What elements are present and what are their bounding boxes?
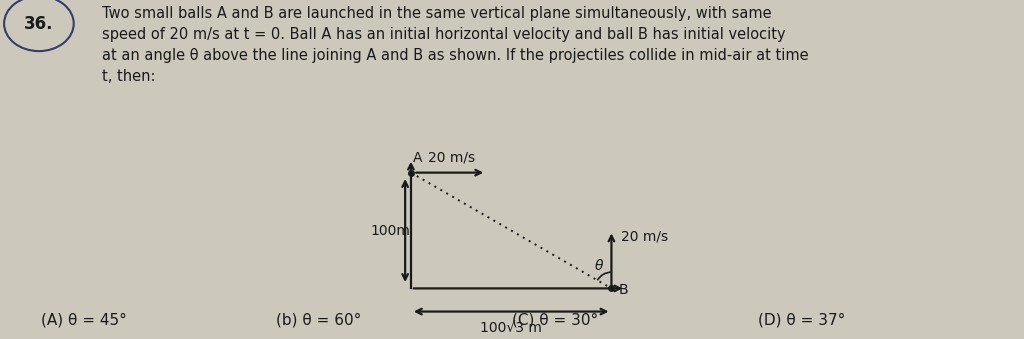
Text: Two small balls A and B are launched in the same vertical plane simultaneously, : Two small balls A and B are launched in … [102, 6, 809, 84]
Text: (A) θ = 45°: (A) θ = 45° [41, 313, 127, 328]
Text: (C) θ = 30°: (C) θ = 30° [512, 313, 598, 328]
Text: 20 m/s: 20 m/s [428, 151, 475, 164]
Text: 100m: 100m [370, 223, 410, 238]
Text: (b) θ = 60°: (b) θ = 60° [276, 313, 361, 328]
Text: θ: θ [595, 259, 603, 273]
Text: A: A [414, 151, 423, 164]
Text: B: B [618, 282, 628, 297]
Text: (D) θ = 37°: (D) θ = 37° [758, 313, 845, 328]
Text: 36.: 36. [25, 15, 53, 33]
Text: 20 m/s: 20 m/s [621, 229, 668, 243]
Text: 100√3 m: 100√3 m [480, 321, 542, 335]
